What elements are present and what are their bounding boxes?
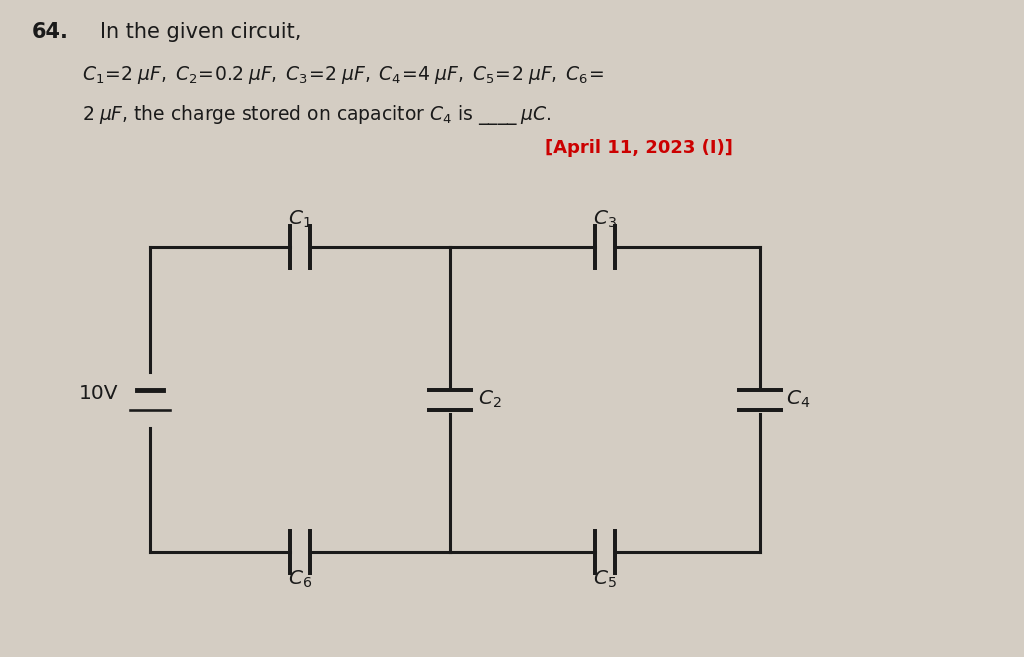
Text: $C_4$: $C_4$ (786, 389, 810, 410)
Text: 10V: 10V (79, 384, 118, 403)
Text: In the given circuit,: In the given circuit, (100, 22, 301, 42)
Text: $C_1$: $C_1$ (288, 209, 312, 230)
Text: $C_5$: $C_5$ (593, 569, 616, 590)
Text: $2\;\mu F$, the charge stored on capacitor $C_4$ is ____$\;\mu C$.: $2\;\mu F$, the charge stored on capacit… (82, 103, 552, 127)
Text: $C_3$: $C_3$ (593, 209, 616, 230)
Text: 64.: 64. (32, 22, 69, 42)
Text: $C_1\!=\!2\;\mu F,\;C_2\!=\!0.2\;\mu F,\;C_3\!=\!2\;\mu F,\;C_4\!=\!4\;\mu F,\;C: $C_1\!=\!2\;\mu F,\;C_2\!=\!0.2\;\mu F,\… (82, 64, 604, 86)
Text: $C_6$: $C_6$ (288, 569, 312, 590)
Text: $C_2$: $C_2$ (478, 389, 502, 410)
Text: [April 11, 2023 (I)]: [April 11, 2023 (I)] (545, 139, 733, 157)
